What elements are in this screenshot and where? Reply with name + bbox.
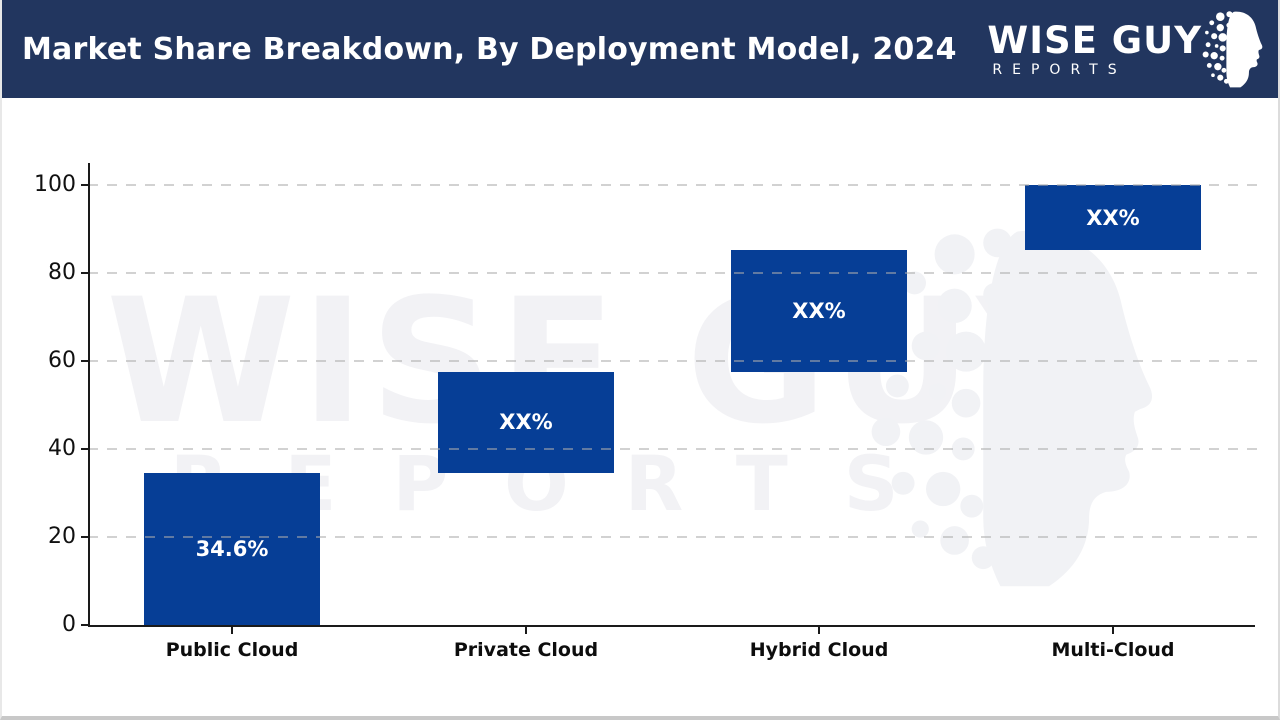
- plot-area: 0 20 40 60 80 100 34.6% XX% XX% XX% Public Cloud Pr…: [2, 98, 1278, 716]
- y-tick-0: [81, 624, 89, 626]
- x-tick-multi-cloud: [1112, 627, 1114, 634]
- gridline-60: [88, 360, 1264, 362]
- brand-face-icon: [1202, 11, 1263, 88]
- y-tick-80: [81, 272, 89, 274]
- bar-public-cloud: 34.6%: [144, 472, 320, 625]
- y-tick-label-80: 80: [48, 260, 76, 285]
- category-label-private-cloud: Private Cloud: [453, 639, 599, 661]
- page-title: Market Share Breakdown, By Deployment Mo…: [22, 31, 957, 67]
- y-tick-label-100: 100: [34, 172, 76, 197]
- bar-value-label-multi-cloud: XX%: [1086, 205, 1140, 230]
- y-tick-label-0: 0: [62, 612, 76, 637]
- y-tick-20: [81, 536, 89, 538]
- y-tick-label-20: 20: [48, 524, 76, 549]
- gridline-20: [88, 536, 1264, 538]
- y-tick-60: [81, 360, 89, 362]
- bar-hybrid-cloud: XX%: [731, 250, 907, 372]
- header-banner: Market Share Breakdown, By Deployment Mo…: [2, 0, 1278, 98]
- x-tick-hybrid-cloud: [818, 627, 820, 634]
- y-tick-100: [81, 184, 89, 186]
- bar-multi-cloud: XX%: [1025, 185, 1201, 251]
- x-tick-public-cloud: [231, 627, 233, 634]
- category-label-hybrid-cloud: Hybrid Cloud: [749, 639, 889, 661]
- category-label-public-cloud: Public Cloud: [165, 639, 299, 661]
- y-tick-label-60: 60: [48, 348, 76, 373]
- bar-value-label-hybrid-cloud: XX%: [792, 299, 846, 324]
- brand-name: WISE GUY: [987, 18, 1202, 62]
- brand-subtitle: REPORTS: [992, 61, 1127, 78]
- x-tick-private-cloud: [525, 627, 527, 634]
- y-tick-label-40: 40: [48, 436, 76, 461]
- bar-value-label-private-cloud: XX%: [499, 410, 553, 435]
- y-tick-40: [81, 448, 89, 450]
- brand-logo: WISE GUY REPORTS: [987, 6, 1266, 92]
- category-label-multi-cloud: Multi-Cloud: [1051, 639, 1175, 661]
- bar-value-label-public-cloud: 34.6%: [195, 536, 269, 561]
- gridline-100: [88, 184, 1264, 186]
- brand-text: WISE GUY REPORTS: [987, 18, 1202, 78]
- gridline-80: [88, 272, 1264, 274]
- bar-private-cloud: XX%: [438, 372, 614, 473]
- gridline-40: [88, 448, 1264, 450]
- chart-area: WISE GUY REPORTS 02040608010034.6%XX%XX%…: [2, 98, 1278, 716]
- x-axis-line: [88, 625, 1255, 627]
- y-axis-line: [88, 163, 90, 627]
